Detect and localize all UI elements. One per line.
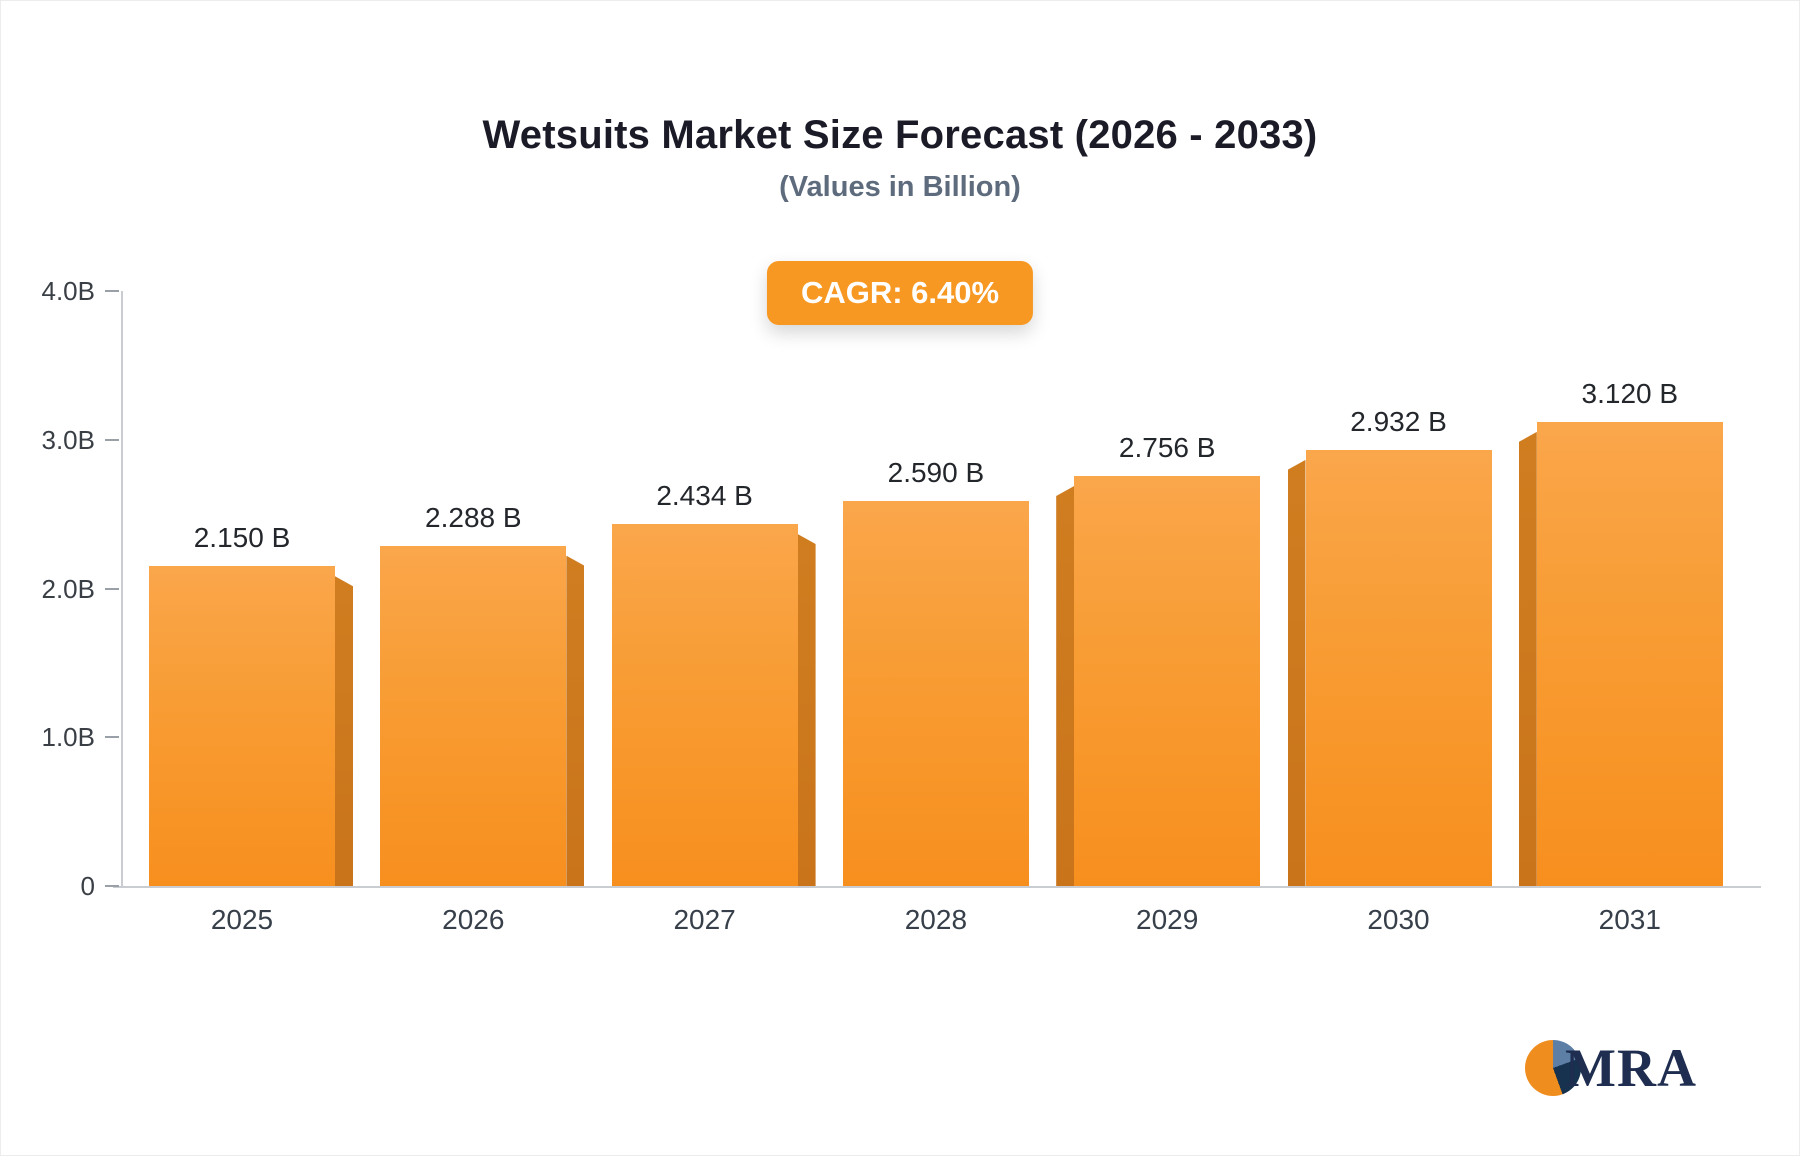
- bar-side-face: [566, 555, 585, 886]
- y-tick-mark: [105, 587, 119, 590]
- bar-face: [1305, 449, 1492, 886]
- bar: [1056, 1, 1278, 886]
- bar-face: [1074, 476, 1261, 886]
- bar-side-face: [797, 533, 816, 886]
- x-tick-label: 2025: [210, 904, 274, 935]
- bar-face: [611, 523, 798, 886]
- bar-side-face: [335, 576, 353, 886]
- brand-logo-text: MRA: [1565, 1038, 1697, 1098]
- y-tick-label: 1.0B: [41, 722, 96, 753]
- bar-face: [1536, 421, 1723, 886]
- y-axis-line: [121, 291, 123, 886]
- x-tick-label: 2028: [904, 904, 968, 935]
- bar-side-face: [1056, 486, 1075, 886]
- y-tick-label: 4.0B: [41, 276, 96, 306]
- brand-logo: MRA: [1525, 1037, 1697, 1099]
- chart-subtitle: (Values in Billion): [779, 171, 1021, 203]
- x-tick-label: 2030: [1367, 904, 1430, 935]
- bar: [131, 1, 353, 886]
- y-tick-mark: [105, 885, 119, 887]
- bar: [594, 1, 816, 886]
- bar: [362, 1, 585, 886]
- bar: [1287, 1, 1510, 886]
- x-axis-line: [113, 886, 1761, 888]
- x-tick-label: 2026: [442, 904, 505, 935]
- y-tick-mark: [105, 438, 119, 441]
- y-tick-mark: [105, 290, 119, 292]
- bar: [1518, 1, 1741, 886]
- x-tick-label: 2029: [1136, 904, 1199, 935]
- bar-value-label: 2.590 B: [887, 456, 985, 488]
- bar-value-label: 3.120 B: [1581, 377, 1679, 409]
- y-tick-label: 0: [80, 871, 95, 901]
- bar-value-label: 2.932 B: [1350, 405, 1447, 437]
- x-tick-label: 2031: [1598, 904, 1661, 935]
- bar: [825, 1, 1047, 886]
- y-tick-mark: [105, 736, 119, 739]
- bar-value-label: 2.756 B: [1118, 432, 1216, 464]
- bar-face: [380, 545, 567, 886]
- bar-value-label: 2.434 B: [656, 479, 753, 511]
- bar-value-label: 2.150 B: [193, 522, 291, 554]
- cagr-badge: CAGR: 6.40%: [766, 261, 1034, 325]
- chart-title: Wetsuits Market Size Forecast (2026 - 20…: [482, 113, 1318, 157]
- bar-side-face: [1287, 459, 1306, 886]
- bar-side-face: [1518, 431, 1537, 886]
- bar-face: [842, 500, 1029, 886]
- bar-value-label: 2.288 B: [425, 501, 522, 533]
- bar-face: [149, 566, 335, 886]
- pie-logo-icon: [1525, 1040, 1581, 1096]
- x-tick-label: 2027: [673, 904, 736, 935]
- y-tick-label: 2.0B: [41, 573, 96, 604]
- y-tick-label: 3.0B: [41, 424, 96, 455]
